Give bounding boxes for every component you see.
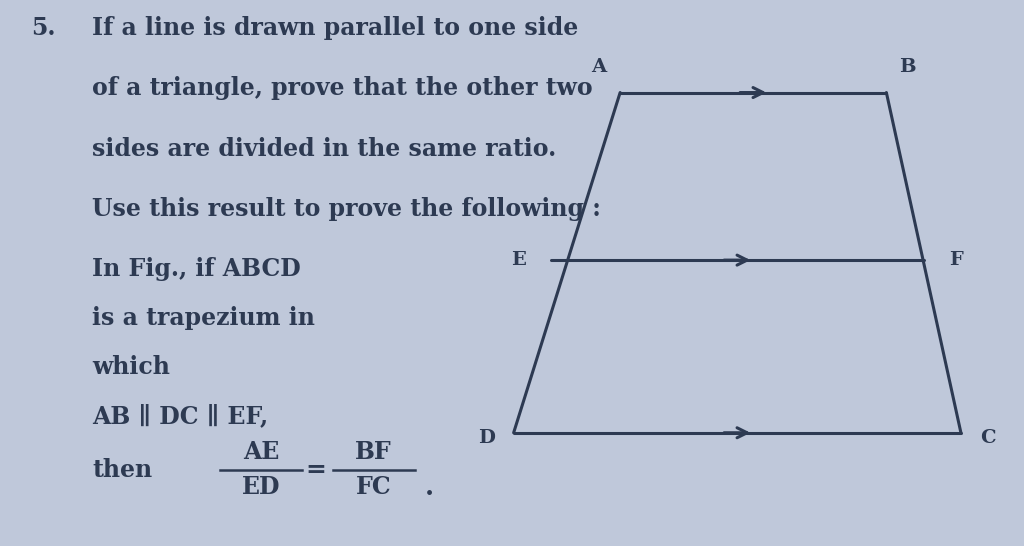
- Text: then: then: [92, 458, 153, 482]
- Text: sides are divided in the same ratio.: sides are divided in the same ratio.: [92, 136, 556, 161]
- Text: In Fig., if ABCD: In Fig., if ABCD: [92, 257, 301, 281]
- Text: =: =: [305, 458, 326, 482]
- Text: D: D: [478, 429, 496, 447]
- Text: is a trapezium in: is a trapezium in: [92, 306, 315, 330]
- Text: BF: BF: [355, 440, 392, 464]
- Text: If a line is drawn parallel to one side: If a line is drawn parallel to one side: [92, 16, 579, 40]
- Text: .: .: [425, 474, 434, 500]
- Text: F: F: [948, 251, 963, 269]
- Text: 5.: 5.: [31, 16, 55, 40]
- Text: ED: ED: [242, 475, 281, 499]
- Text: B: B: [899, 58, 916, 76]
- Text: AE: AE: [243, 440, 280, 464]
- Text: FC: FC: [356, 475, 391, 499]
- Text: E: E: [512, 251, 526, 269]
- Text: A: A: [591, 58, 606, 76]
- Text: which: which: [92, 355, 170, 379]
- Text: of a triangle, prove that the other two: of a triangle, prove that the other two: [92, 76, 593, 100]
- Text: Use this result to prove the following :: Use this result to prove the following :: [92, 197, 601, 221]
- Text: AB ∥ DC ∥ EF,: AB ∥ DC ∥ EF,: [92, 404, 268, 428]
- Text: C: C: [980, 429, 995, 447]
